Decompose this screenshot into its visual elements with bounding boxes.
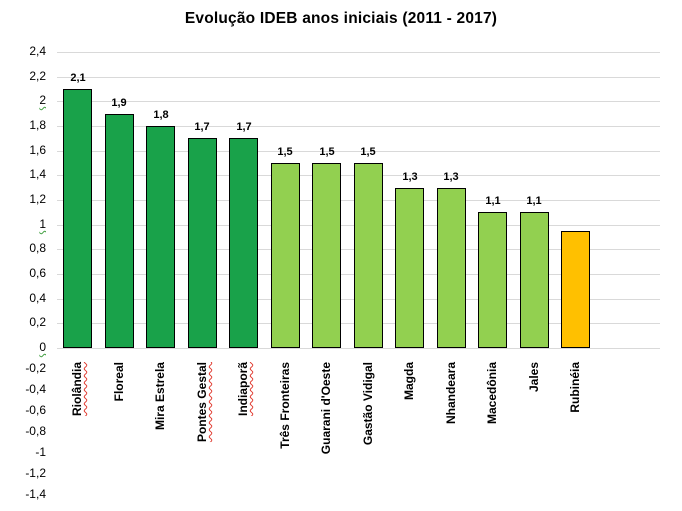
bar-value-label: 1,1 — [485, 195, 501, 207]
bar-value-label: 1,7 — [236, 121, 252, 133]
bar — [561, 231, 590, 348]
category-label: Indiaporã — [236, 362, 250, 417]
bar — [520, 212, 549, 348]
chart-title: Evolução IDEB anos iniciais (2011 - 2017… — [184, 10, 498, 27]
bar — [229, 138, 258, 348]
y-axis-tick-label: 2,4 — [29, 44, 46, 58]
bar-value-label: 1,9 — [111, 97, 127, 109]
category-label: Riolândia — [70, 362, 84, 417]
y-axis-tick-label: -0,6 — [25, 403, 46, 417]
bar — [478, 212, 507, 348]
bar — [312, 163, 341, 348]
category-label: Macedônia — [485, 362, 499, 425]
y-axis-tick-label: 0,8 — [29, 241, 46, 255]
category-label: Mira Estrela — [153, 362, 167, 431]
bar-value-label: 1,1 — [526, 195, 542, 207]
bar — [105, 114, 134, 348]
gridline — [57, 101, 660, 102]
bar — [354, 163, 383, 348]
bar-value-label: 1,8 — [153, 109, 169, 121]
y-axis-tick-label: 0 — [39, 340, 46, 354]
bar — [63, 89, 92, 348]
gridline — [57, 348, 660, 349]
y-axis-tick-label: 2 — [39, 93, 46, 107]
y-axis-tick-label: -1 — [35, 445, 46, 459]
bar — [271, 163, 300, 348]
gridline — [57, 151, 660, 152]
bar-value-label: 1,3 — [402, 171, 418, 183]
bar — [146, 126, 175, 348]
category-label: Pontes Gestal — [195, 362, 209, 443]
category-label: Jales — [527, 362, 541, 393]
y-axis-tick-label: 2,2 — [29, 69, 46, 83]
y-axis-tick-label: 1,4 — [29, 167, 46, 181]
y-axis-tick-label: -1,4 — [25, 487, 46, 501]
bar-value-label: 1,7 — [194, 121, 210, 133]
bar-value-label: 1,5 — [277, 146, 293, 158]
bar-value-label: 1,5 — [360, 146, 376, 158]
bar — [188, 138, 217, 348]
bar-value-label: 1,3 — [443, 171, 459, 183]
y-axis-tick-label: -1,2 — [25, 466, 46, 480]
category-label: Nhandeara — [444, 362, 458, 425]
category-label: Três Fronteiras — [278, 362, 292, 449]
y-axis-tick-label: 1 — [39, 217, 46, 231]
category-label: Rubinéia — [568, 362, 582, 413]
category-label: Gastão Vidigal — [361, 362, 375, 446]
y-axis-tick-label: 1,2 — [29, 192, 46, 206]
gridline — [57, 126, 660, 127]
y-axis-tick-label: -0,2 — [25, 361, 46, 375]
bar-value-label: 2,1 — [70, 72, 86, 84]
gridline — [57, 77, 660, 78]
y-axis-tick-label: 1,6 — [29, 143, 46, 157]
y-axis-tick-label: 1,8 — [29, 118, 46, 132]
bar — [395, 188, 424, 348]
y-axis-tick-label: 0,4 — [29, 291, 46, 305]
y-axis-tick-label: -0,4 — [25, 382, 46, 396]
category-label: Magda — [402, 362, 416, 401]
category-label: Guarani d'Oeste — [319, 362, 333, 455]
gridline — [57, 52, 660, 53]
bar — [437, 188, 466, 348]
bar-value-label: 1,5 — [319, 146, 335, 158]
category-label: Floreal — [112, 362, 126, 402]
y-axis-tick-label: 0,2 — [29, 315, 46, 329]
y-axis-tick-label: 0,6 — [29, 266, 46, 280]
y-axis-tick-label: -0,8 — [25, 424, 46, 438]
